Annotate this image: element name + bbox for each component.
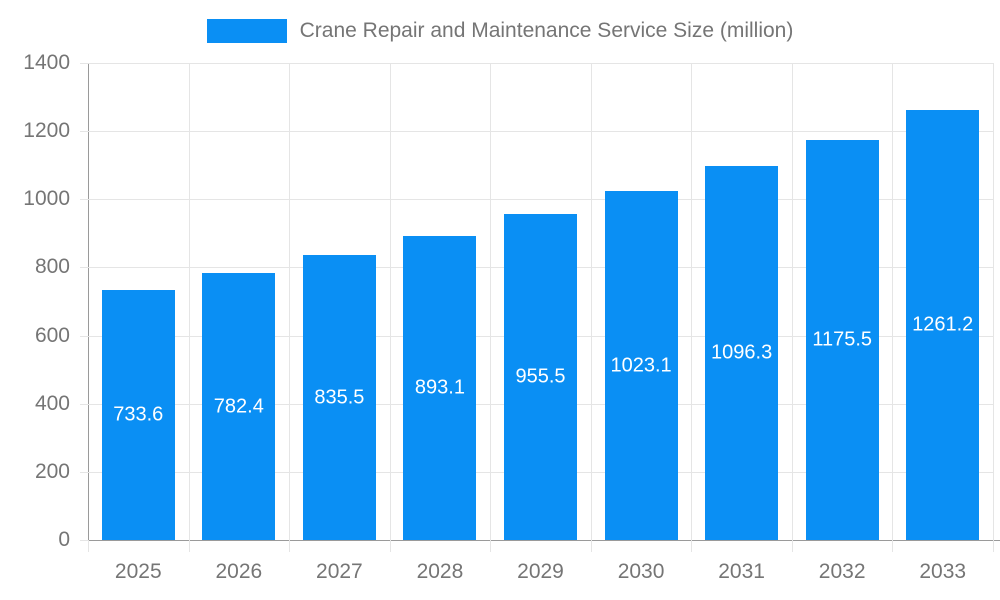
x-tick-label: 2026 — [215, 560, 263, 583]
y-tick-label: 1400 — [23, 51, 70, 74]
x-axis-tick — [88, 540, 89, 552]
bar-2027[interactable] — [302, 255, 376, 540]
y-axis-tick — [80, 63, 88, 64]
vertical-gridline — [892, 63, 894, 540]
plot-area: 0 200 400 600 800 1000 1200 1400 733.6 2025 782.4 2… — [23, 51, 1000, 583]
x-tick-label: 2030 — [617, 560, 665, 583]
y-tick-label: 200 — [34, 459, 70, 483]
y-tick-label: 0 — [58, 528, 70, 551]
x-axis-tick — [993, 540, 994, 552]
x-tick-label: 2032 — [818, 560, 866, 583]
x-axis-tick — [188, 540, 190, 552]
y-tick-label: 400 — [34, 391, 70, 415]
bar-2031[interactable] — [705, 166, 779, 540]
bar-2033[interactable] — [906, 110, 980, 540]
y-axis-tick — [80, 335, 88, 337]
bar-value-label: 1096.3 — [711, 341, 773, 364]
y-axis-tick — [80, 471, 88, 473]
vertical-gridline — [188, 63, 190, 540]
horizontal-gridline — [88, 131, 993, 133]
bar-value-label: 955.5 — [515, 365, 566, 388]
legend-swatch — [206, 19, 287, 43]
bar-value-label: 1175.5 — [812, 328, 872, 351]
vertical-gridline — [791, 63, 793, 540]
horizontal-gridline — [88, 63, 993, 64]
bar-2029[interactable] — [504, 214, 577, 540]
x-axis-tick — [791, 540, 793, 552]
x-tick-label: 2027 — [316, 560, 363, 583]
vertical-gridline — [993, 63, 994, 540]
legend-label: Crane Repair and Maintenance Service Siz… — [299, 19, 794, 42]
x-axis-tick — [590, 540, 592, 552]
bar-value-label: 1261.2 — [912, 313, 974, 336]
x-tick-label: 2028 — [416, 560, 464, 583]
y-axis-tick — [80, 540, 88, 541]
bar-value-label: 782.4 — [213, 395, 264, 418]
vertical-gridline — [490, 63, 492, 540]
bar-value-label: 1023.1 — [610, 354, 672, 377]
vertical-gridline — [289, 63, 291, 540]
x-axis-tick — [892, 540, 894, 552]
x-axis-tick — [490, 540, 492, 552]
x-tick-label: 2033 — [919, 560, 967, 583]
bar-value-label: 835.5 — [314, 386, 365, 409]
x-tick-label: 2031 — [718, 560, 765, 583]
bar-value-label: 733.6 — [113, 403, 164, 426]
bar-2032[interactable] — [805, 139, 879, 540]
y-axis-tick — [80, 267, 88, 269]
x-tick-label: 2029 — [517, 560, 564, 583]
x-axis-tick — [691, 540, 693, 552]
vertical-gridline — [691, 63, 693, 540]
bar-2030[interactable] — [604, 191, 678, 540]
x-axis-tick — [289, 540, 291, 552]
horizontal-gridline — [88, 199, 993, 201]
vertical-gridline — [389, 63, 391, 540]
bar-value-label: 893.1 — [414, 376, 465, 399]
y-tick-label: 1000 — [23, 187, 70, 211]
y-axis-tick — [80, 199, 88, 201]
y-tick-label: 800 — [34, 255, 70, 279]
bar-2028[interactable] — [403, 235, 477, 540]
bar-2025[interactable] — [101, 290, 175, 540]
x-axis-line — [81, 540, 1000, 541]
x-axis-tick — [389, 540, 391, 552]
legend[interactable]: Crane Repair and Maintenance Service Siz… — [0, 19, 1000, 43]
y-tick-label: 600 — [34, 323, 70, 347]
y-tick-label: 1200 — [23, 119, 70, 143]
y-axis-tick — [80, 131, 88, 133]
vertical-gridline — [590, 63, 592, 540]
x-tick-label: 2025 — [114, 560, 162, 583]
y-axis-tick — [80, 403, 88, 405]
y-axis-line — [88, 63, 89, 552]
bar-2026[interactable] — [202, 273, 276, 540]
